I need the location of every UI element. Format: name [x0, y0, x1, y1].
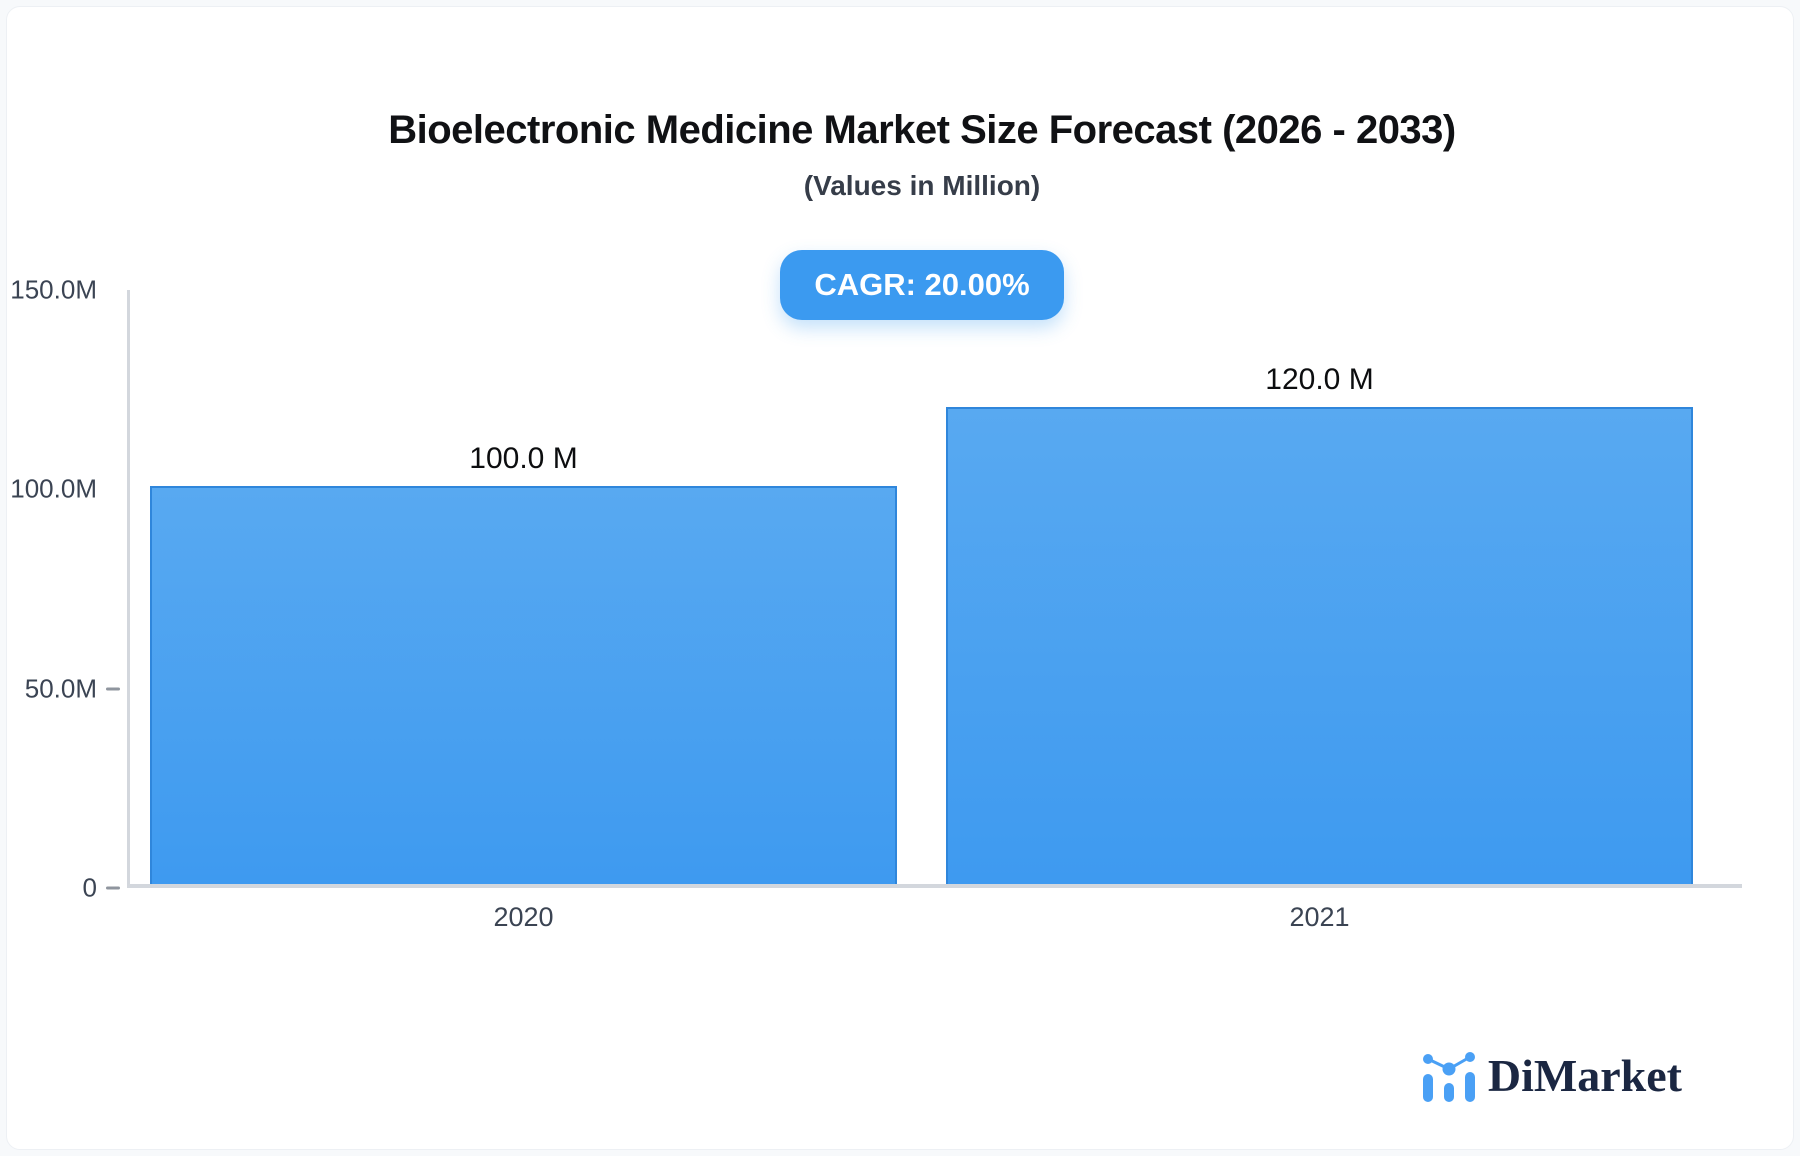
bar-2020[interactable]	[150, 486, 897, 884]
mini-bar-line-chart-icon	[1422, 1051, 1475, 1102]
dimarket-logo: DiMarket	[1421, 1049, 1682, 1102]
bar-group-2021: 120.0 M 2021	[946, 290, 1693, 932]
x-axis-label-2020: 2020	[493, 902, 554, 932]
x-axis-label-2021: 2021	[1289, 902, 1350, 932]
y-tick-label: 100.0M	[10, 473, 97, 504]
y-tick-0: 0	[83, 873, 120, 904]
y-axis-labels: 150.0M 100.0M 50.0M 0	[0, 275, 120, 903]
chart-subtitle: (Values in Million)	[803, 170, 1041, 201]
cagr-badge: CAGR: 20.00%	[780, 250, 1064, 320]
bar-group-2020: 100.0 M 2020	[150, 290, 897, 932]
y-tick-50m: 50.0M	[25, 673, 120, 704]
tick-mark	[106, 687, 120, 691]
y-tick-100m: 100.0M	[10, 474, 120, 505]
y-tick-150m: 150.0M	[10, 275, 120, 306]
y-axis-line	[127, 290, 130, 888]
plot-area: 100.0 M 2020 120.0 M 2021	[127, 290, 1742, 932]
bar-value-label: 120.0 M	[1265, 362, 1374, 396]
x-axis-line	[127, 884, 1742, 888]
y-tick-label: 50.0M	[24, 673, 97, 704]
y-tick-label: 0	[82, 872, 97, 903]
logo-text: DiMarket	[1487, 1050, 1682, 1101]
tick-mark	[106, 886, 120, 890]
cagr-badge-row: CAGR: 20.00%	[44, 250, 1800, 320]
bar-value-label: 100.0 M	[469, 442, 578, 475]
chart-title: Bioelectronic Medicine Market Size Forec…	[388, 108, 1456, 152]
bar-2021[interactable]	[946, 406, 1693, 884]
y-tick-label: 150.0M	[10, 274, 97, 305]
